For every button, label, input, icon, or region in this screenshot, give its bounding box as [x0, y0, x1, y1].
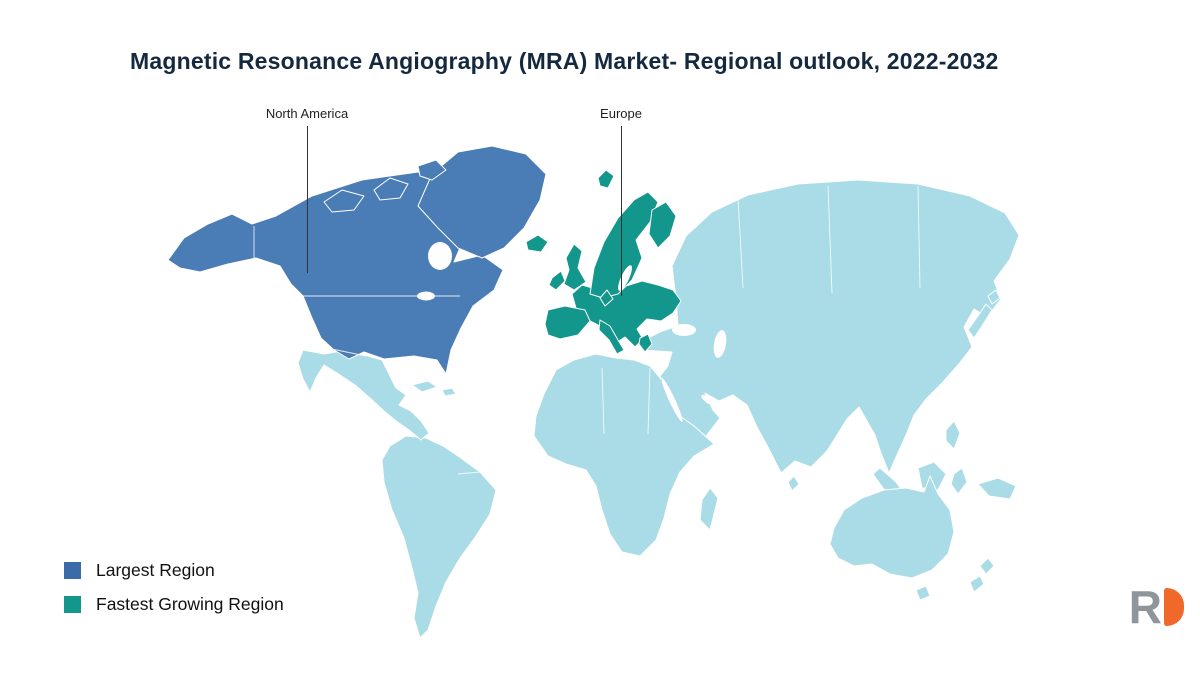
ireland: [548, 270, 566, 291]
legend-swatch-largest-rect: [64, 562, 81, 579]
annotation-europe: Europe: [600, 106, 642, 121]
hudson-bay: [428, 242, 452, 270]
caspian-sea: [713, 330, 727, 358]
arctic-island-1: [323, 189, 365, 213]
sulawesi: [950, 467, 968, 495]
new-zealand-south: [969, 575, 985, 593]
legend-item-fastest-growing: Fastest Growing Region: [64, 594, 284, 615]
new-zealand-north: [979, 557, 995, 575]
italy: [598, 319, 625, 355]
greece: [638, 333, 653, 353]
legend-swatch-fastest-rect: [64, 596, 81, 613]
arctic-island-3: [417, 159, 447, 181]
hispaniola: [441, 387, 457, 397]
greenland: [417, 145, 547, 259]
japan: [967, 303, 993, 339]
iceland: [525, 234, 549, 253]
legend: Largest Region Fastest Growing Region: [64, 560, 284, 628]
region-europe: [525, 169, 682, 355]
cuba: [411, 380, 438, 393]
legend-item-largest-region: Largest Region: [64, 560, 284, 581]
world-map: [167, 145, 1020, 639]
region-north-america: [167, 145, 547, 375]
denmark: [599, 289, 614, 307]
page-title: Magnetic Resonance Angiography (MRA) Mar…: [130, 48, 999, 74]
hokkaido: [987, 289, 1001, 305]
borneo: [917, 461, 947, 491]
tasmania: [915, 585, 931, 601]
madagascar: [699, 487, 719, 531]
legend-swatch-fastest: [64, 596, 81, 613]
black-sea: [672, 324, 696, 336]
great-britain: [563, 243, 587, 291]
country-borders: [253, 185, 921, 475]
annotation-north-america: North America: [265, 106, 349, 121]
north-america-landmass: [167, 171, 504, 375]
finland: [648, 201, 677, 249]
australia-landmass: [829, 475, 955, 579]
svalbard: [597, 169, 615, 189]
annotation-line-north-america: [307, 126, 308, 273]
legend-label-fastest: Fastest Growing Region: [96, 594, 284, 614]
logo-letter: R: [1128, 581, 1162, 633]
iberia: [544, 305, 591, 340]
persian-gulf: [701, 394, 715, 406]
africa-landmass: [533, 353, 715, 557]
south-america-landmass: [381, 435, 497, 639]
new-guinea: [977, 477, 1017, 500]
arctic-island-2: [373, 177, 409, 201]
region-rest-of-world: [297, 179, 1020, 639]
sri-lanka: [787, 475, 800, 492]
legend-swatch-largest: [64, 562, 81, 579]
red-sea: [661, 378, 683, 422]
mexico-central-america: [297, 349, 430, 441]
philippines: [945, 420, 961, 450]
logo-mark-icon: [1164, 588, 1184, 626]
brand-logo: R: [1129, 584, 1184, 630]
legend-label-largest: Largest Region: [96, 560, 215, 580]
annotation-line-europe: [621, 126, 622, 296]
asia-landmass: [641, 179, 1020, 474]
